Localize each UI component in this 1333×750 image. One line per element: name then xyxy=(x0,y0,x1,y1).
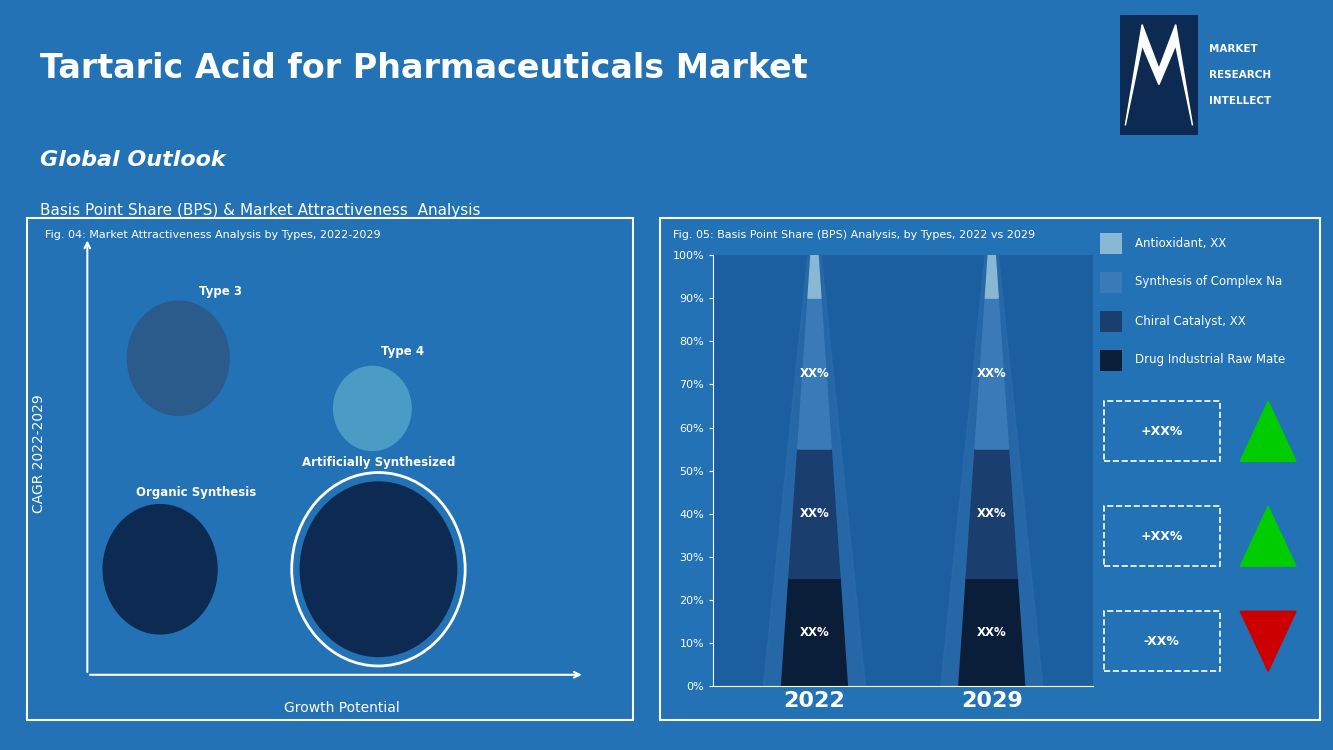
Text: Growth Potential: Growth Potential xyxy=(284,701,400,715)
Text: Antioxidant, XX: Antioxidant, XX xyxy=(1134,236,1226,250)
Text: Fig. 04: Market Attractiveness Analysis by Types, 2022-2029: Fig. 04: Market Attractiveness Analysis … xyxy=(45,230,380,240)
Polygon shape xyxy=(764,190,865,686)
Ellipse shape xyxy=(127,301,229,416)
Text: Tartaric Acid for Pharmaceuticals Market: Tartaric Acid for Pharmaceuticals Market xyxy=(40,53,808,86)
Polygon shape xyxy=(985,203,998,298)
Polygon shape xyxy=(781,578,848,686)
Text: XX%: XX% xyxy=(800,367,829,380)
Text: Drug Industrial Raw Mate: Drug Industrial Raw Mate xyxy=(1134,353,1285,367)
FancyBboxPatch shape xyxy=(1100,272,1122,292)
Text: XX%: XX% xyxy=(800,626,829,639)
Text: Artificially Synthesized: Artificially Synthesized xyxy=(301,456,455,469)
Text: Organic Synthesis: Organic Synthesis xyxy=(136,486,257,499)
Polygon shape xyxy=(941,190,1042,686)
Ellipse shape xyxy=(333,366,412,452)
Polygon shape xyxy=(797,298,832,449)
Text: +XX%: +XX% xyxy=(1141,530,1182,543)
Text: INTELLECT: INTELLECT xyxy=(1209,97,1272,106)
Text: Type 3: Type 3 xyxy=(199,285,243,298)
Text: Synthesis of Complex Na: Synthesis of Complex Na xyxy=(1134,275,1282,289)
Ellipse shape xyxy=(300,482,457,657)
Text: MARKET: MARKET xyxy=(1209,44,1258,53)
Polygon shape xyxy=(966,449,1017,578)
Ellipse shape xyxy=(103,504,217,634)
Polygon shape xyxy=(1240,401,1296,461)
Text: Type 4: Type 4 xyxy=(381,345,424,358)
Text: Fig. 05: Basis Point Share (BPS) Analysis, by Types, 2022 vs 2029: Fig. 05: Basis Point Share (BPS) Analysi… xyxy=(673,230,1036,240)
Text: Basis Point Share (BPS) & Market Attractiveness  Analysis: Basis Point Share (BPS) & Market Attract… xyxy=(40,202,480,217)
Polygon shape xyxy=(789,449,840,578)
Polygon shape xyxy=(958,578,1025,686)
Polygon shape xyxy=(1240,506,1296,566)
Text: XX%: XX% xyxy=(977,626,1006,639)
Text: RESEARCH: RESEARCH xyxy=(1209,70,1272,80)
FancyBboxPatch shape xyxy=(1100,350,1122,370)
Text: XX%: XX% xyxy=(800,507,829,520)
Polygon shape xyxy=(974,298,1009,449)
Text: +XX%: +XX% xyxy=(1141,424,1182,438)
Polygon shape xyxy=(1125,25,1193,125)
Polygon shape xyxy=(1240,611,1296,671)
Text: Global Outlook: Global Outlook xyxy=(40,150,225,170)
Text: Chiral Catalyst, XX: Chiral Catalyst, XX xyxy=(1134,314,1245,328)
Text: CAGR 2022-2029: CAGR 2022-2029 xyxy=(32,394,45,513)
Polygon shape xyxy=(808,203,821,298)
FancyBboxPatch shape xyxy=(1100,232,1122,254)
FancyBboxPatch shape xyxy=(1100,310,1122,332)
Text: -XX%: -XX% xyxy=(1144,634,1180,648)
Text: XX%: XX% xyxy=(977,507,1006,520)
Text: XX%: XX% xyxy=(977,367,1006,380)
FancyBboxPatch shape xyxy=(1120,15,1198,135)
